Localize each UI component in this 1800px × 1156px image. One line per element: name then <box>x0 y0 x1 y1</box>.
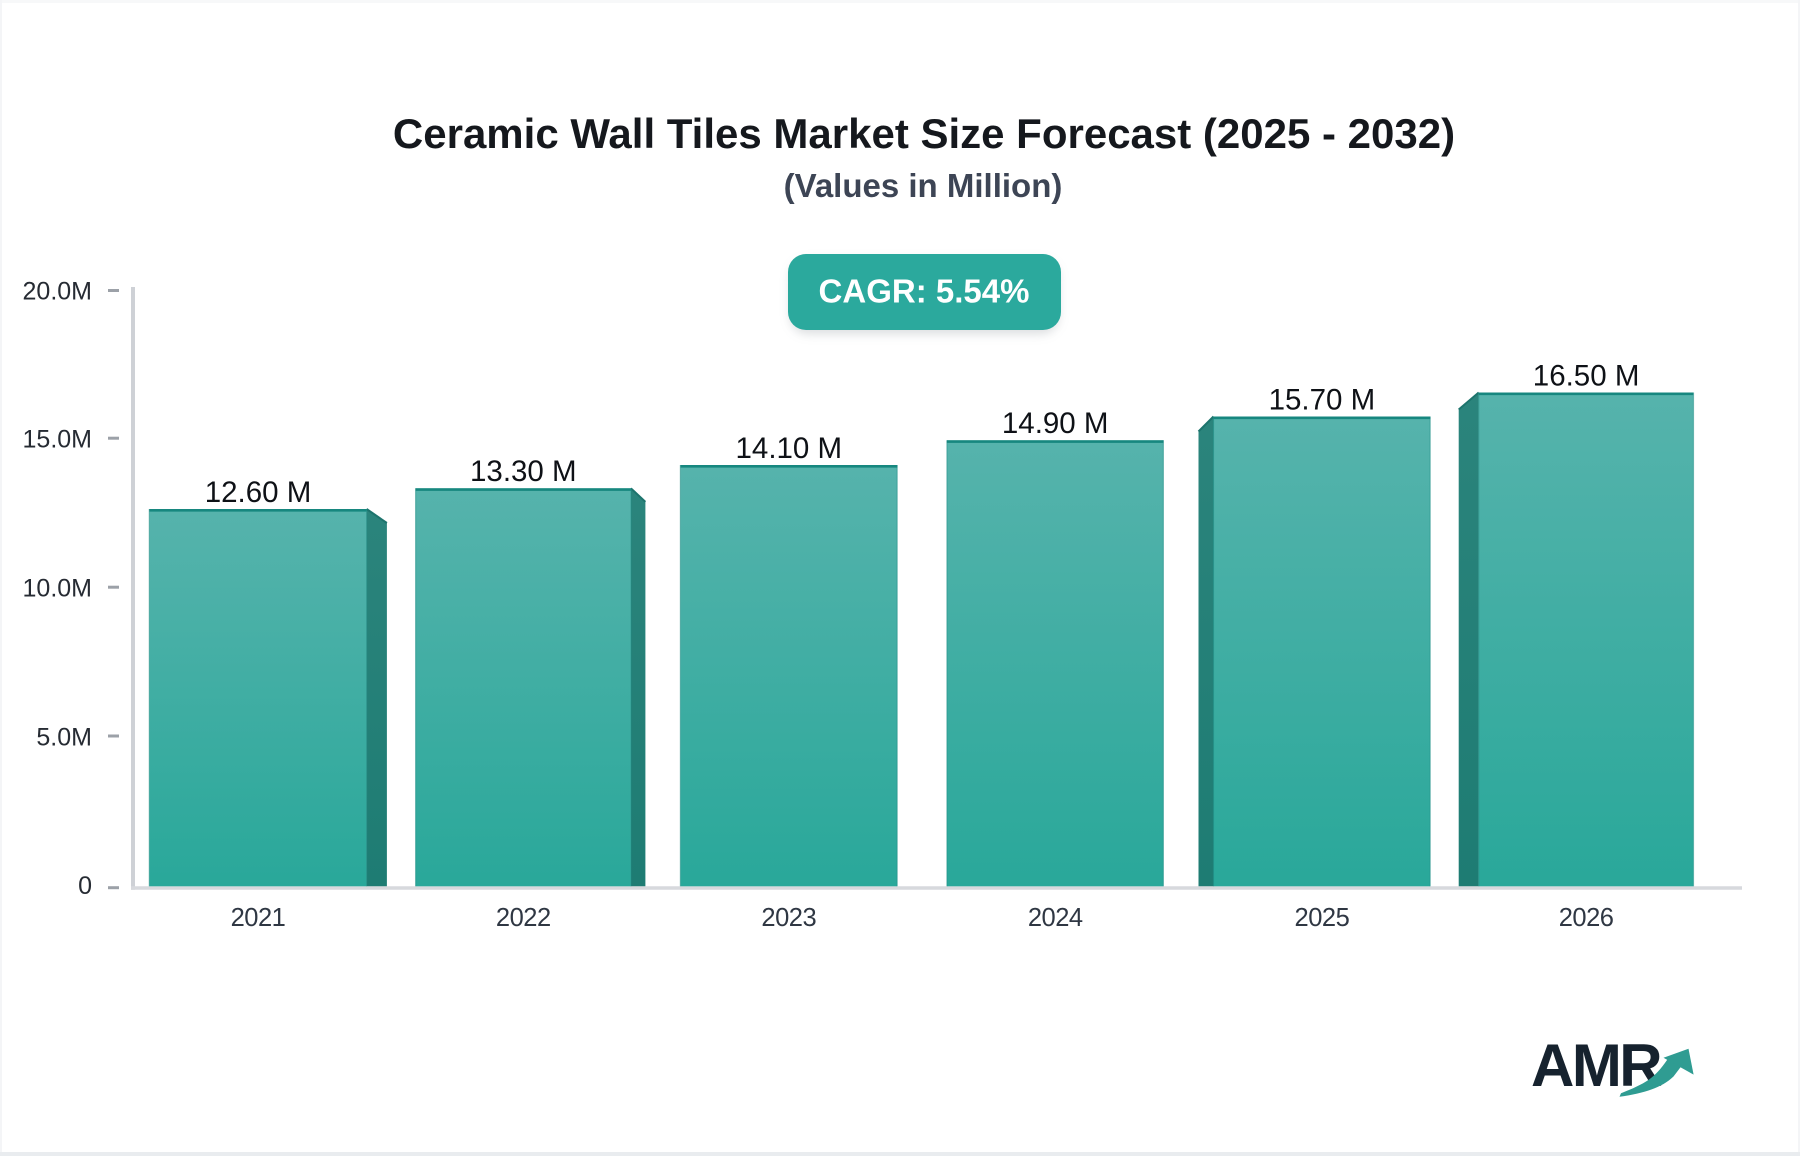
svg-text:15.70 M: 15.70 M <box>1269 384 1376 417</box>
svg-text:16.50 M: 16.50 M <box>1533 360 1640 393</box>
svg-text:2021: 2021 <box>231 904 286 932</box>
svg-text:CAGR: 5.54%: CAGR: 5.54% <box>819 273 1030 310</box>
svg-text:0: 0 <box>78 872 92 900</box>
svg-text:15.0M: 15.0M <box>23 426 92 454</box>
svg-text:2022: 2022 <box>496 904 551 932</box>
svg-text:Ceramic Wall Tiles Market Size: Ceramic Wall Tiles Market Size Forecast … <box>393 110 1455 157</box>
svg-text:14.90 M: 14.90 M <box>1002 407 1109 440</box>
svg-text:(Values in Million): (Values in Million) <box>784 167 1063 204</box>
svg-text:2026: 2026 <box>1559 904 1614 932</box>
svg-text:2024: 2024 <box>1028 904 1083 932</box>
svg-text:13.30 M: 13.30 M <box>470 455 577 488</box>
svg-text:2023: 2023 <box>761 904 816 932</box>
svg-text:12.60 M: 12.60 M <box>205 476 312 509</box>
svg-text:5.0M: 5.0M <box>36 724 92 752</box>
svg-text:14.10 M: 14.10 M <box>736 432 843 465</box>
svg-text:2025: 2025 <box>1295 904 1350 932</box>
svg-text:20.0M: 20.0M <box>23 278 92 306</box>
svg-text:10.0M: 10.0M <box>23 575 92 603</box>
